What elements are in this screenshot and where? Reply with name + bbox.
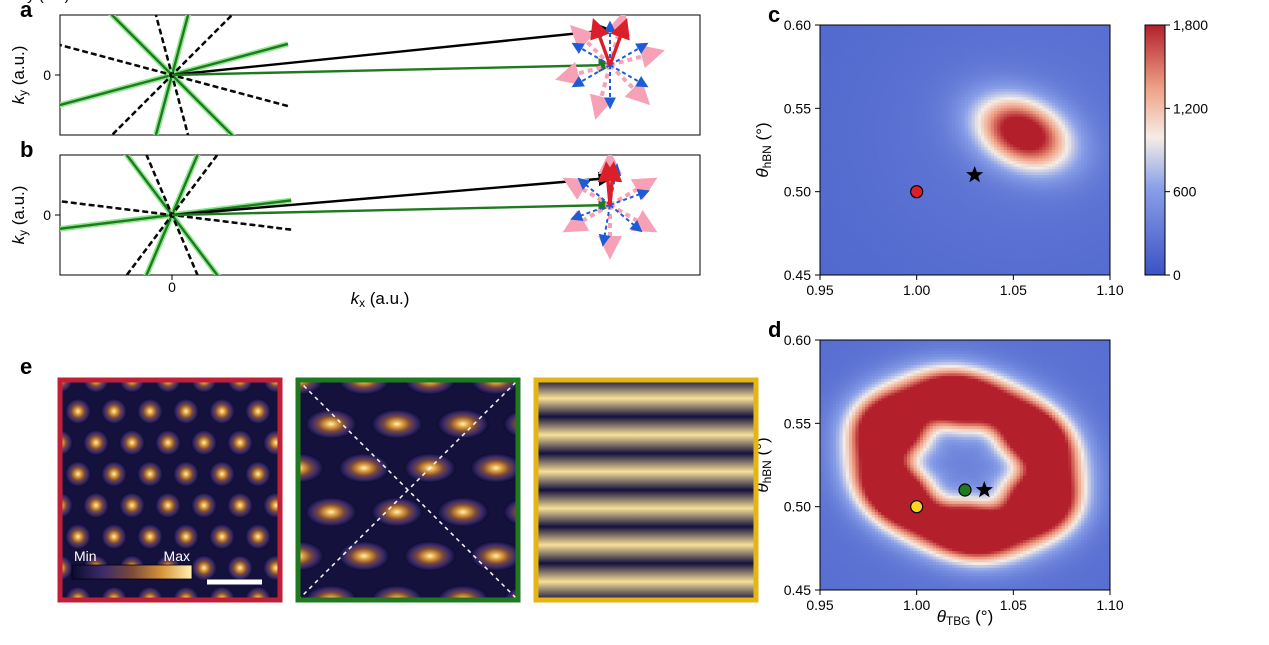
- svg-text:ky (a.u.): ky (a.u.): [9, 46, 30, 105]
- svg-text:b: b: [20, 137, 33, 162]
- marker-dot: [911, 501, 923, 513]
- svg-text:0: 0: [43, 67, 51, 83]
- colorbar: [1145, 25, 1165, 275]
- svg-text:0: 0: [168, 279, 176, 295]
- heatmap-c: [820, 25, 1111, 276]
- svg-text:ky (a.u.): ky (a.u.): [9, 186, 30, 245]
- svg-text:kx (a.u.): kx (a.u.): [351, 289, 410, 310]
- marker-dot: [959, 484, 971, 496]
- svg-text:0: 0: [43, 207, 51, 223]
- heatmap-d: [820, 340, 1111, 591]
- marker-dot: [911, 186, 923, 198]
- panel-frame: [60, 15, 700, 135]
- panel-e-tile: [536, 380, 756, 600]
